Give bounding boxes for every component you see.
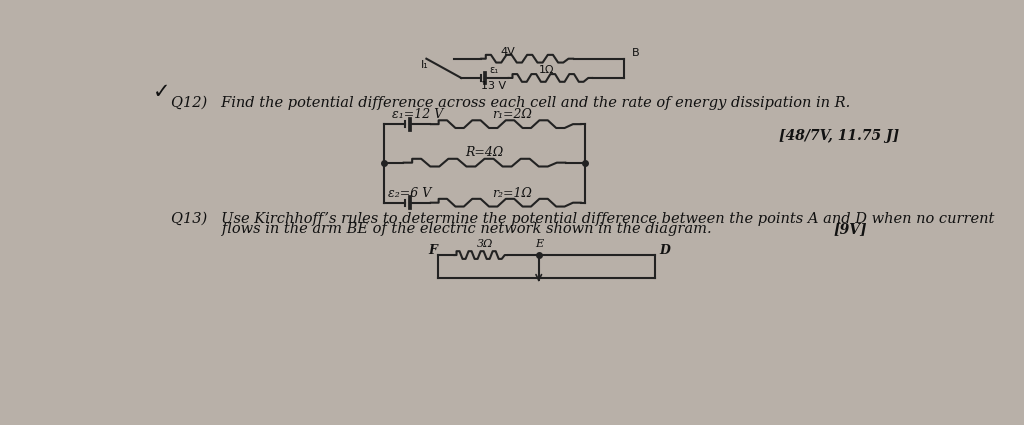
Text: ✓: ✓ xyxy=(153,82,170,102)
Text: ε₁: ε₁ xyxy=(489,65,499,75)
Text: flows in the arm BE of the electric network shown in the diagram.: flows in the arm BE of the electric netw… xyxy=(171,223,712,236)
Text: 1Ω: 1Ω xyxy=(539,65,554,75)
Text: [9V]: [9V] xyxy=(834,223,867,236)
Text: 4V: 4V xyxy=(501,47,515,57)
Text: I₁: I₁ xyxy=(421,60,429,70)
Text: r₂=1Ω: r₂=1Ω xyxy=(493,187,532,199)
Text: Q12)   Find the potential difference across each cell and the rate of energy dis: Q12) Find the potential difference acros… xyxy=(171,96,850,110)
Text: Q13)   Use Kirchhoff’s rules to determine the potential difference between the p: Q13) Use Kirchhoff’s rules to determine … xyxy=(171,211,994,226)
Text: E: E xyxy=(536,239,544,249)
Text: ε₂=6 V: ε₂=6 V xyxy=(388,187,431,199)
Text: 13 V: 13 V xyxy=(480,81,506,91)
Text: [48/7V, 11.75 J]: [48/7V, 11.75 J] xyxy=(779,128,899,142)
Text: B: B xyxy=(632,48,639,58)
Text: F: F xyxy=(429,244,437,257)
Text: r₁=2Ω: r₁=2Ω xyxy=(493,108,532,121)
Text: ε₁=12 V: ε₁=12 V xyxy=(391,108,442,121)
Text: R=4Ω: R=4Ω xyxy=(465,147,504,159)
Text: D: D xyxy=(658,244,670,257)
Text: 3Ω: 3Ω xyxy=(477,239,494,249)
